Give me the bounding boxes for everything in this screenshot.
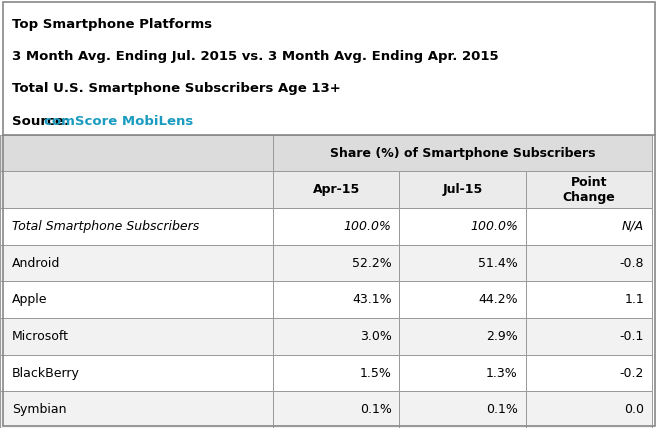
- Bar: [273, 355, 399, 391]
- Text: 0.1%: 0.1%: [360, 403, 392, 416]
- Text: Source:: Source:: [12, 115, 74, 128]
- Bar: [0, 391, 273, 428]
- Bar: [399, 282, 526, 318]
- Text: -0.1: -0.1: [620, 330, 644, 343]
- Text: Apr-15: Apr-15: [313, 183, 360, 196]
- Bar: [526, 391, 652, 428]
- Text: Total Smartphone Subscribers: Total Smartphone Subscribers: [12, 220, 199, 233]
- Bar: [273, 135, 652, 172]
- Bar: [526, 355, 652, 391]
- Bar: [526, 245, 652, 282]
- Bar: [399, 245, 526, 282]
- Text: Share (%) of Smartphone Subscribers: Share (%) of Smartphone Subscribers: [330, 147, 595, 160]
- Bar: [0, 172, 273, 208]
- Bar: [273, 172, 399, 208]
- Bar: [0, 318, 273, 355]
- Text: 3 Month Avg. Ending Jul. 2015 vs. 3 Month Avg. Ending Apr. 2015: 3 Month Avg. Ending Jul. 2015 vs. 3 Mont…: [12, 50, 499, 63]
- Bar: [273, 245, 399, 282]
- Text: comScore MobiLens: comScore MobiLens: [45, 115, 193, 128]
- Bar: [273, 391, 399, 428]
- Text: 1.3%: 1.3%: [486, 366, 518, 380]
- Text: 51.4%: 51.4%: [478, 257, 518, 270]
- Text: Apple: Apple: [12, 293, 47, 306]
- Text: 100.0%: 100.0%: [470, 220, 518, 233]
- Bar: [526, 318, 652, 355]
- Text: Android: Android: [12, 257, 61, 270]
- Text: BlackBerry: BlackBerry: [12, 366, 80, 380]
- Text: -0.2: -0.2: [620, 366, 644, 380]
- Text: 43.1%: 43.1%: [352, 293, 392, 306]
- Bar: [0, 355, 273, 391]
- Text: 100.0%: 100.0%: [343, 220, 392, 233]
- Bar: [0, 208, 273, 245]
- Text: N/A: N/A: [622, 220, 644, 233]
- Text: 1.1: 1.1: [624, 293, 644, 306]
- Bar: [273, 318, 399, 355]
- Bar: [0, 135, 273, 172]
- Bar: [273, 208, 399, 245]
- Bar: [526, 172, 652, 208]
- Bar: [399, 355, 526, 391]
- Text: 2.9%: 2.9%: [486, 330, 518, 343]
- Text: Top Smartphone Platforms: Top Smartphone Platforms: [12, 18, 212, 31]
- Text: -0.8: -0.8: [620, 257, 644, 270]
- Text: 0.0: 0.0: [624, 403, 644, 416]
- Text: Point
Change: Point Change: [563, 176, 615, 204]
- Text: Total U.S. Smartphone Subscribers Age 13+: Total U.S. Smartphone Subscribers Age 13…: [12, 83, 341, 95]
- Text: 0.1%: 0.1%: [486, 403, 518, 416]
- Bar: [0, 245, 273, 282]
- Bar: [526, 208, 652, 245]
- Text: 3.0%: 3.0%: [360, 330, 392, 343]
- Text: Symbian: Symbian: [12, 403, 66, 416]
- Bar: [399, 208, 526, 245]
- Bar: [399, 391, 526, 428]
- Text: Microsoft: Microsoft: [12, 330, 69, 343]
- Text: 44.2%: 44.2%: [478, 293, 518, 306]
- Bar: [273, 282, 399, 318]
- Bar: [399, 172, 526, 208]
- Text: 52.2%: 52.2%: [352, 257, 392, 270]
- Bar: [526, 282, 652, 318]
- Text: 1.5%: 1.5%: [360, 366, 392, 380]
- Bar: [0, 282, 273, 318]
- Bar: [399, 318, 526, 355]
- Text: Jul-15: Jul-15: [442, 183, 483, 196]
